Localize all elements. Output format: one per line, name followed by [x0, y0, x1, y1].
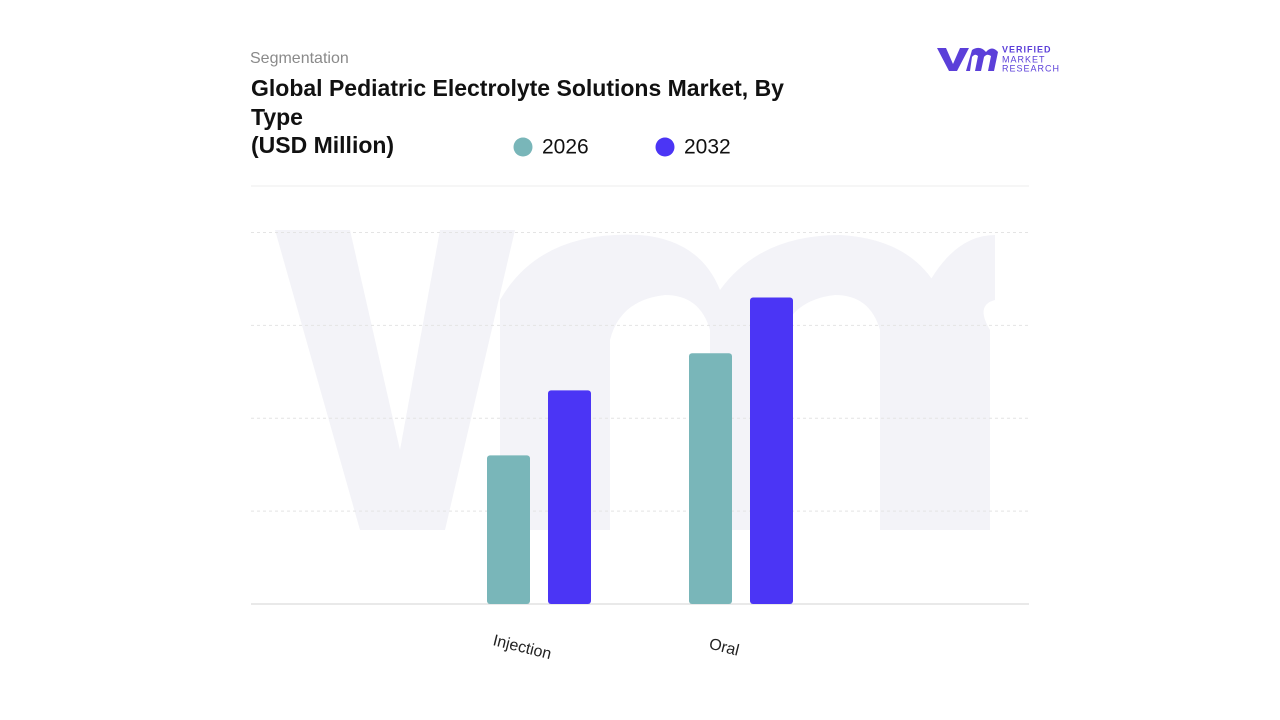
- logo-text: VERIFIED: [1002, 44, 1052, 54]
- bar: [487, 455, 530, 604]
- x-tick-label: Injection: [491, 632, 553, 663]
- x-tick-label: Oral: [707, 636, 740, 660]
- chart-subtitle: (USD Million): [251, 132, 395, 158]
- logo: VERIFIED MARKET RESEARCH: [937, 44, 1060, 73]
- legend-label: 2026: [542, 136, 589, 159]
- bar: [689, 353, 732, 604]
- section-label: Segmentation: [250, 50, 349, 67]
- watermark: [275, 230, 995, 530]
- bar: [548, 390, 591, 604]
- chart-title: Global Pediatric Electrolyte Solutions M…: [251, 75, 784, 130]
- logo-text: MARKET: [1002, 54, 1046, 64]
- legend-marker: [655, 137, 675, 157]
- legend-marker: [513, 137, 533, 157]
- legend-label: 2032: [684, 136, 731, 159]
- bar: [750, 297, 793, 604]
- logo-text: RESEARCH: [1002, 63, 1060, 73]
